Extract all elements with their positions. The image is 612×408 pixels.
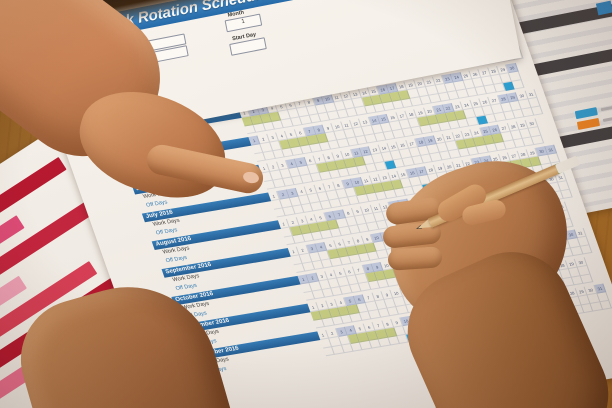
- off-day-cell: [560, 189, 573, 199]
- off-day-cell: [512, 80, 525, 90]
- off-day-cell: [531, 106, 544, 116]
- off-day-cell: [532, 135, 545, 145]
- finger: [387, 246, 443, 271]
- off-day-cell: [580, 245, 593, 255]
- off-day-cell: [581, 274, 594, 284]
- off-day-cell: [600, 300, 612, 310]
